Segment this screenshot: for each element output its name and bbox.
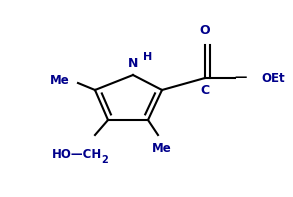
Text: C: C bbox=[200, 84, 209, 97]
Text: —: — bbox=[235, 71, 247, 84]
Text: Me: Me bbox=[50, 73, 70, 86]
Text: H: H bbox=[143, 52, 153, 62]
Text: N: N bbox=[128, 57, 138, 70]
Text: 2: 2 bbox=[102, 155, 108, 165]
Text: OEt: OEt bbox=[261, 72, 285, 85]
Text: Me: Me bbox=[152, 141, 172, 154]
Text: HO—CH: HO—CH bbox=[52, 149, 102, 162]
Text: O: O bbox=[200, 23, 210, 36]
